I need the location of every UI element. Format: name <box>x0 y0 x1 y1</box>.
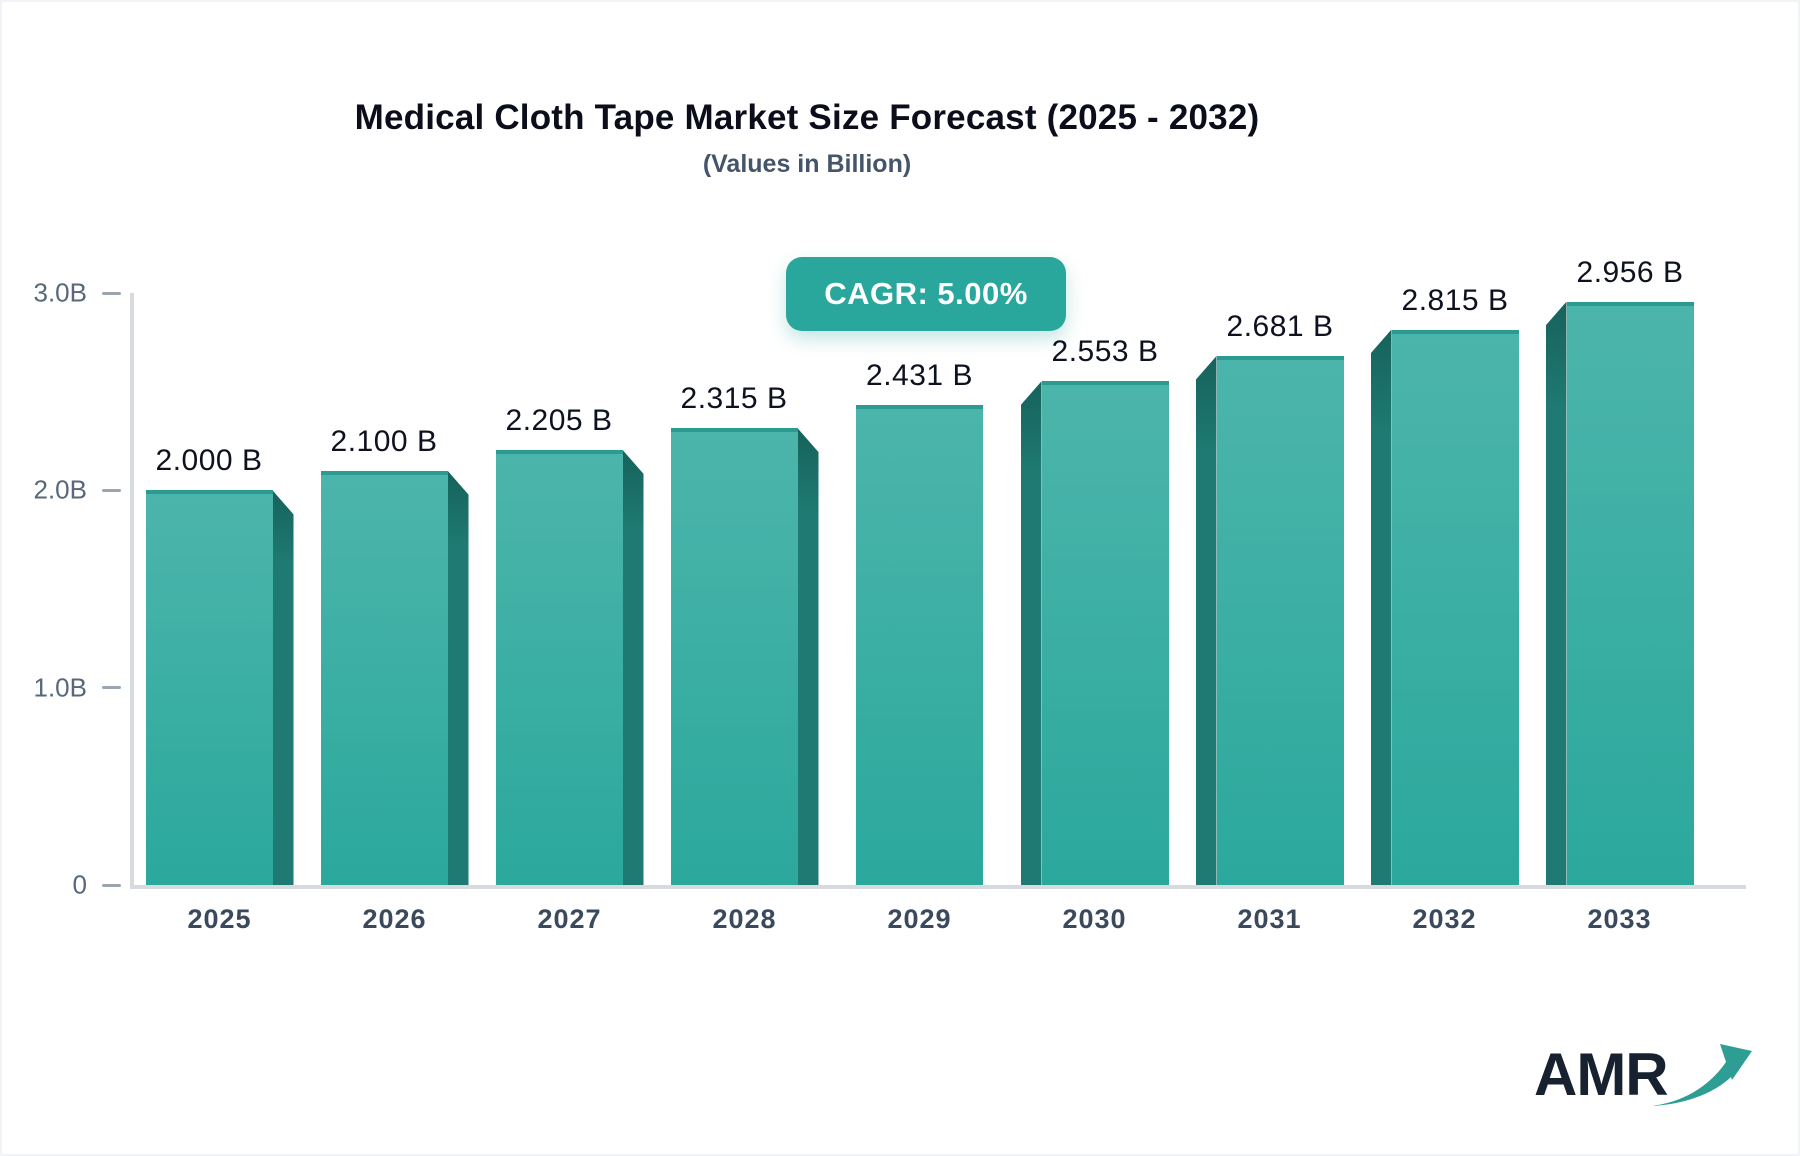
y-axis-tick-label: 0 <box>72 869 87 900</box>
y-axis-tick-mark <box>102 686 121 690</box>
bar-2026[interactable] <box>320 470 448 885</box>
x-axis-tick-label: 2025 <box>187 904 252 934</box>
bar-2028[interactable] <box>670 428 798 885</box>
bar-2032[interactable] <box>1391 329 1519 885</box>
brand-logo: AMR <box>1534 1032 1764 1122</box>
x-axis-tick-label: 2033 <box>1587 904 1652 934</box>
y-axis-tick-label: 3.0B <box>33 277 88 308</box>
bar-value-label: 2.553 B <box>1051 335 1159 369</box>
x-axis-tick-label: 2026 <box>362 904 427 934</box>
chart-title: Medical Cloth Tape Market Size Forecast … <box>354 98 1260 137</box>
brand-logo-text: AMR <box>1534 1041 1669 1108</box>
x-axis-line <box>130 885 1746 889</box>
bar-value-label: 2.205 B <box>505 403 613 437</box>
y-axis-tick-mark <box>102 883 121 887</box>
bar-2032-side-shade <box>1370 329 1392 885</box>
y-axis-line <box>130 293 134 887</box>
bar-value-label: 2.815 B <box>1401 283 1509 317</box>
bar-2031-side-shade <box>1195 355 1217 885</box>
bar-2026-side-shade <box>447 470 469 885</box>
y-axis-tick-label: 2.0B <box>33 474 88 505</box>
bar-value-label: 2.000 B <box>155 444 263 478</box>
bar-2031[interactable] <box>1216 355 1344 885</box>
bar-2029[interactable] <box>856 405 983 885</box>
x-axis-tick-label: 2032 <box>1412 904 1477 934</box>
bar-value-label: 2.100 B <box>330 424 438 458</box>
bar-2028-side-shade <box>797 428 819 885</box>
bar-value-label: 2.431 B <box>866 359 973 393</box>
bar-value-label: 2.315 B <box>680 382 788 416</box>
x-axis-tick-label: 2027 <box>537 904 602 934</box>
x-axis-tick-label: 2029 <box>887 904 952 934</box>
bar-value-label: 2.956 B <box>1576 255 1684 289</box>
bar-2033-side-shade <box>1545 301 1567 885</box>
bar-value-label: 2.681 B <box>1226 309 1334 343</box>
bar-2025[interactable] <box>145 490 273 885</box>
bar-2025-side-shade <box>272 490 294 885</box>
y-axis-tick-mark <box>102 291 121 295</box>
trend-up-arrow-icon <box>1652 1044 1752 1106</box>
x-axis-tick-label: 2030 <box>1062 904 1127 934</box>
y-axis-tick-mark <box>102 488 121 492</box>
x-axis-tick-label: 2031 <box>1237 904 1302 934</box>
chart-subtitle: (Values in Billion) <box>702 150 912 178</box>
cagr-badge: CAGR: 5.00% <box>786 257 1066 331</box>
bar-2033[interactable] <box>1566 301 1694 885</box>
y-axis-tick-label: 1.0B <box>33 672 88 703</box>
bar-2030-side-shade <box>1020 381 1042 885</box>
x-axis-tick-label: 2028 <box>712 904 777 934</box>
bar-2030[interactable] <box>1041 381 1169 885</box>
bar-2027-side-shade <box>622 449 644 885</box>
bar-2027[interactable] <box>495 449 623 885</box>
